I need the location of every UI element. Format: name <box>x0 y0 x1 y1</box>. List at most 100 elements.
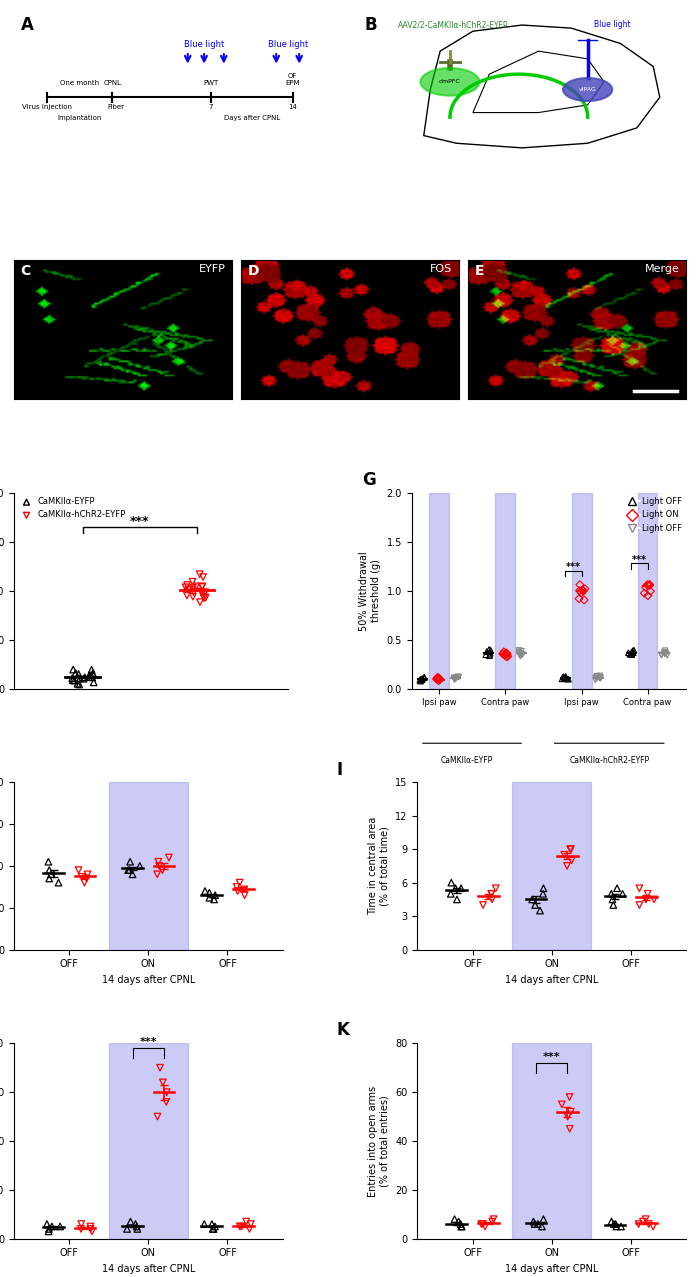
Point <box>557 667 568 687</box>
Point <box>209 885 220 905</box>
Point <box>180 577 191 598</box>
Point <box>43 1218 55 1239</box>
Text: 7: 7 <box>209 105 213 111</box>
Point <box>87 1221 98 1241</box>
Point <box>84 665 95 686</box>
Point <box>200 587 211 608</box>
Bar <box>109 1043 188 1239</box>
Point <box>589 669 601 690</box>
Point <box>656 645 667 665</box>
Point <box>579 590 590 610</box>
Point <box>484 641 495 661</box>
Point <box>608 895 619 916</box>
Point <box>433 668 444 688</box>
Point <box>490 879 501 899</box>
Point <box>197 576 208 596</box>
Point <box>415 670 426 691</box>
Point <box>628 642 639 663</box>
Point <box>449 1209 460 1230</box>
Point <box>76 1218 87 1239</box>
Y-axis label: Entries into open arms
(% of total entries): Entries into open arms (% of total entri… <box>368 1085 389 1197</box>
Point <box>594 667 606 687</box>
Point <box>645 581 656 601</box>
Point <box>644 575 655 595</box>
Point <box>446 872 457 893</box>
Point <box>500 646 512 667</box>
Point <box>449 668 460 688</box>
Point <box>181 585 193 605</box>
Text: B: B <box>365 15 377 33</box>
Point <box>606 884 617 904</box>
Point <box>122 859 134 880</box>
Point <box>131 1216 142 1236</box>
Point <box>534 900 545 921</box>
Text: FOS: FOS <box>430 264 452 275</box>
Point <box>538 884 549 904</box>
Point <box>662 645 673 665</box>
Point <box>244 1218 255 1239</box>
Point <box>484 645 495 665</box>
Point <box>207 1218 218 1239</box>
Point <box>488 1209 499 1230</box>
Point <box>532 1214 543 1235</box>
Point <box>66 668 78 688</box>
Point <box>580 578 591 599</box>
Point <box>152 865 163 885</box>
Point <box>615 1216 626 1236</box>
Point <box>53 872 64 893</box>
Point <box>643 575 654 595</box>
Text: G: G <box>363 471 376 489</box>
Point <box>608 1214 620 1235</box>
Legend: Light OFF, Light ON, Light OFF: Light OFF, Light ON, Light OFF <box>624 497 682 533</box>
Point <box>578 581 589 601</box>
Text: ***: *** <box>139 1037 158 1047</box>
Point <box>432 669 443 690</box>
Point <box>153 852 164 872</box>
Point <box>610 1214 621 1235</box>
Point <box>453 1212 464 1232</box>
Point <box>562 669 573 690</box>
Text: E: E <box>475 264 484 278</box>
Point <box>562 1106 573 1126</box>
Point <box>208 1218 219 1239</box>
Point <box>617 884 628 904</box>
Point <box>232 881 244 902</box>
Point <box>485 640 496 660</box>
Point <box>477 1214 489 1235</box>
Point <box>432 668 443 688</box>
Point <box>134 856 146 876</box>
Point <box>197 567 209 587</box>
Point <box>121 1218 132 1239</box>
Point <box>449 669 460 690</box>
Point <box>497 644 508 664</box>
Text: ***: *** <box>632 554 647 564</box>
X-axis label: 14 days after CPNL: 14 days after CPNL <box>102 974 195 985</box>
Point <box>481 641 492 661</box>
Point <box>476 1214 487 1235</box>
Point <box>486 889 498 909</box>
Point <box>153 856 164 876</box>
X-axis label: 14 days after CPNL: 14 days after CPNL <box>505 1264 598 1274</box>
Point <box>433 670 444 691</box>
Point <box>87 663 98 683</box>
Text: ***: *** <box>130 515 150 527</box>
Point <box>132 1218 143 1239</box>
Point <box>560 667 571 687</box>
Y-axis label: Time in central area
(% of total time): Time in central area (% of total time) <box>368 817 389 916</box>
Point <box>435 669 446 690</box>
Bar <box>495 493 514 688</box>
Point <box>433 668 444 688</box>
Y-axis label: 50% Withdrawal
threshold (g): 50% Withdrawal threshold (g) <box>360 550 381 631</box>
Point <box>419 667 430 687</box>
Point <box>514 645 525 665</box>
Bar <box>429 493 449 688</box>
Point <box>158 1073 169 1093</box>
Point <box>46 1216 57 1236</box>
Point <box>86 660 97 681</box>
Point <box>204 888 215 908</box>
Point <box>484 644 496 664</box>
Point <box>209 1216 220 1236</box>
Point <box>72 673 83 693</box>
Point <box>565 839 576 859</box>
Point <box>236 1216 247 1236</box>
